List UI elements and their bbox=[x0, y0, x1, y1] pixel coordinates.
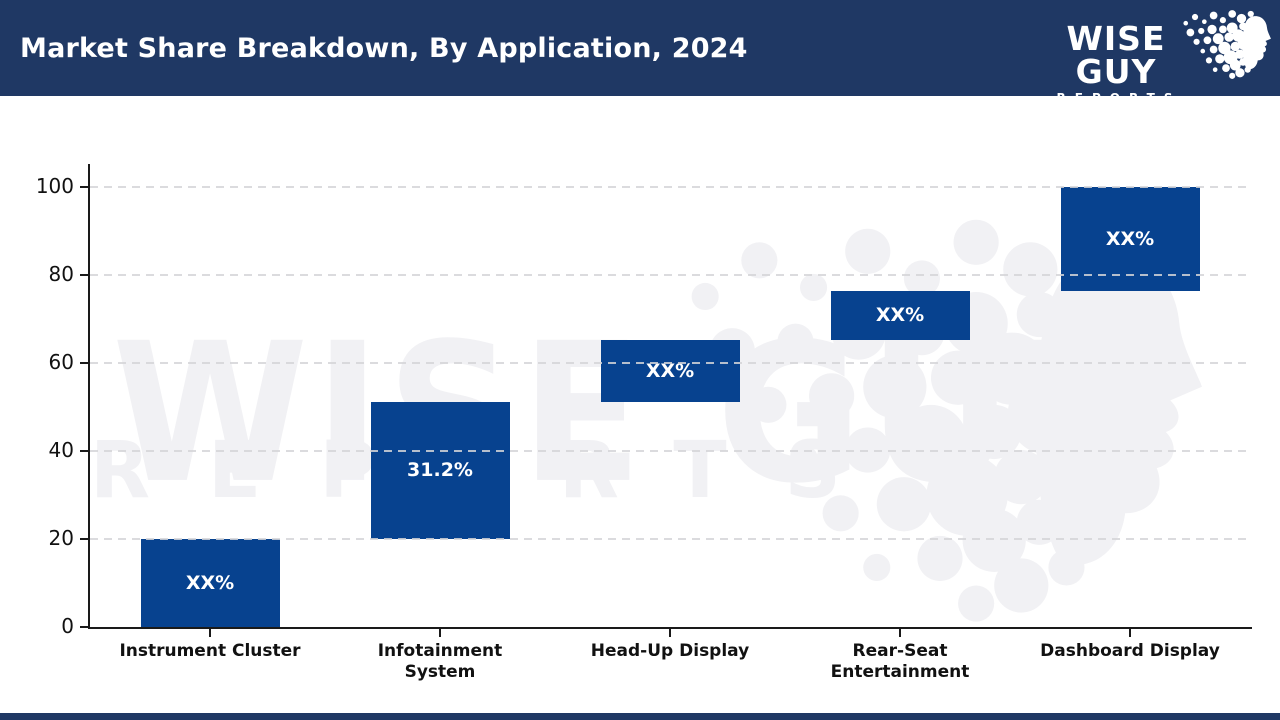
header-bar: Market Share Breakdown, By Application, … bbox=[0, 0, 1280, 105]
gridline bbox=[90, 538, 1252, 540]
x-category-label: Instrument Cluster bbox=[119, 641, 301, 661]
x-tick bbox=[1129, 629, 1131, 637]
y-tick bbox=[80, 450, 88, 452]
gridline bbox=[90, 186, 1252, 188]
footer-bar bbox=[0, 713, 1280, 720]
x-tick bbox=[899, 629, 901, 637]
gridline bbox=[90, 362, 1252, 364]
y-tick-label: 40 bbox=[48, 438, 74, 462]
page-title: Market Share Breakdown, By Application, … bbox=[20, 32, 748, 64]
plot-region: 0 20 40 60 80 100 XX% Instrument Cluster 31.2% In… bbox=[36, 164, 1252, 682]
x-category-label: Head-Up Display bbox=[590, 641, 750, 661]
y-tick-label: 80 bbox=[48, 262, 74, 286]
bar: XX% bbox=[830, 290, 970, 341]
y-tick bbox=[80, 274, 88, 276]
y-tick-label: 60 bbox=[48, 350, 74, 374]
bar-value-label: XX% bbox=[185, 572, 235, 594]
bar-value-label: XX% bbox=[875, 304, 925, 327]
logo-wordmark-line1: WISE GUY bbox=[1066, 19, 1166, 91]
y-axis-spine bbox=[88, 164, 90, 629]
y-tick bbox=[80, 538, 88, 540]
x-category-label: Dashboard Display bbox=[1040, 641, 1220, 661]
x-axis-spine bbox=[88, 627, 1252, 629]
bar: XX% bbox=[140, 539, 280, 627]
y-tick bbox=[80, 362, 88, 364]
y-tick-label: 100 bbox=[35, 174, 74, 198]
gridline bbox=[90, 274, 1252, 276]
bar-value-label: XX% bbox=[1105, 227, 1155, 250]
bar-value-label: XX% bbox=[645, 359, 695, 382]
bar: 31.2% bbox=[370, 401, 510, 539]
bar: XX% bbox=[600, 340, 740, 402]
x-category-label: Infotainment System bbox=[377, 641, 503, 683]
x-tick bbox=[669, 629, 671, 637]
x-tick bbox=[439, 629, 441, 637]
y-tick-label: 20 bbox=[48, 526, 74, 550]
y-tick bbox=[80, 626, 88, 628]
chart-plot-wrap: WISE GUY REPORTS 020406080100XX%Instrume… bbox=[0, 96, 1280, 713]
wiseguy-logo: WISE GUY REPORTS bbox=[1026, 0, 1276, 105]
x-tick bbox=[209, 629, 211, 637]
y-tick-label: 0 bbox=[61, 614, 74, 638]
y-tick bbox=[80, 186, 88, 188]
wiseguy-face-icon bbox=[1183, 10, 1271, 79]
bar-value-label: 31.2% bbox=[407, 459, 473, 482]
bar: XX% bbox=[1060, 187, 1200, 291]
x-category-label: Rear-Seat Entertainment bbox=[830, 641, 970, 683]
gridline bbox=[90, 450, 1252, 452]
